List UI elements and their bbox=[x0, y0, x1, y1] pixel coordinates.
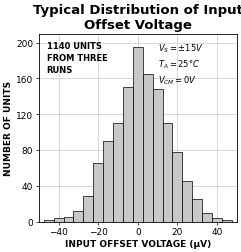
Bar bbox=[123, 88, 133, 222]
Bar bbox=[44, 220, 54, 222]
X-axis label: INPUT OFFSET VOLTAGE (μV): INPUT OFFSET VOLTAGE (μV) bbox=[65, 239, 211, 248]
Bar bbox=[162, 124, 173, 222]
Bar bbox=[192, 199, 202, 222]
Bar bbox=[182, 181, 192, 222]
Bar bbox=[222, 220, 232, 222]
Bar bbox=[93, 164, 103, 222]
Bar bbox=[173, 152, 182, 222]
Bar bbox=[54, 218, 64, 222]
Bar bbox=[83, 197, 93, 222]
Bar bbox=[103, 141, 113, 222]
Bar bbox=[212, 218, 222, 222]
Bar bbox=[74, 211, 83, 222]
Title: Typical Distribution of Input
Offset Voltage: Typical Distribution of Input Offset Vol… bbox=[33, 4, 241, 32]
Bar bbox=[143, 75, 153, 222]
Bar bbox=[153, 90, 162, 222]
Bar bbox=[133, 48, 143, 222]
Bar bbox=[113, 124, 123, 222]
Text: $V_S = {\pm}15V$
$T_A = 25°C$
$V_{CM} = 0V$: $V_S = {\pm}15V$ $T_A = 25°C$ $V_{CM} = … bbox=[158, 42, 203, 87]
Text: 1140 UNITS
FROM THREE
RUNS: 1140 UNITS FROM THREE RUNS bbox=[47, 42, 107, 75]
Bar bbox=[64, 217, 74, 222]
Bar bbox=[202, 213, 212, 222]
Y-axis label: NUMBER OF UNITS: NUMBER OF UNITS bbox=[4, 81, 13, 175]
